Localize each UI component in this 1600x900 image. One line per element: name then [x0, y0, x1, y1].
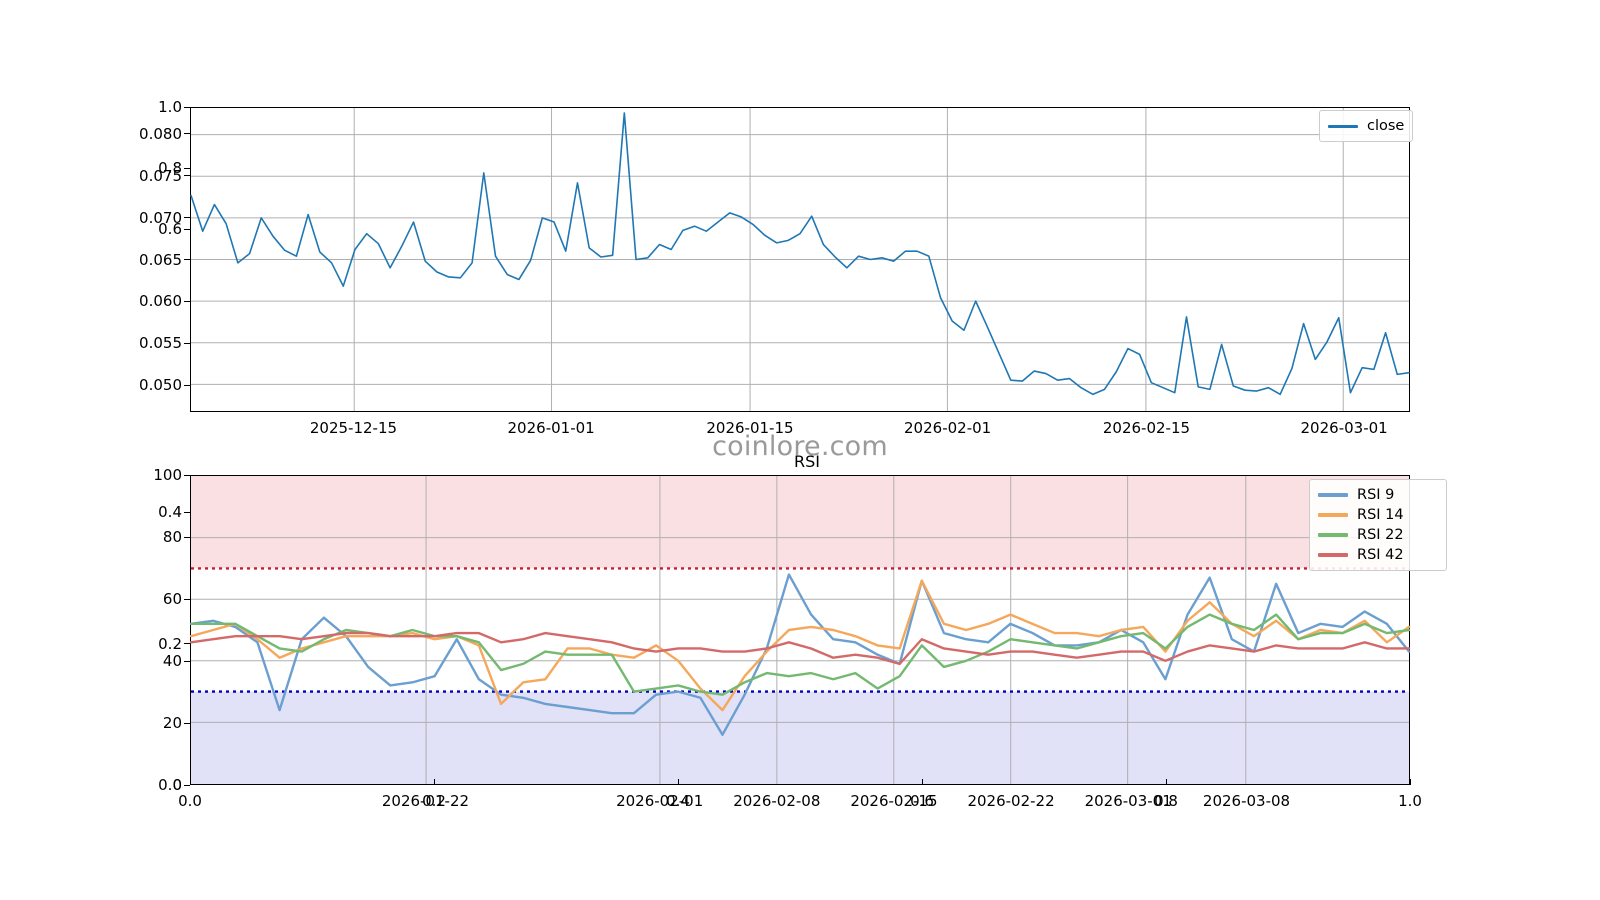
price-y-tick-0_075: 0.075 — [139, 166, 182, 185]
rsi-y-tickmark — [184, 474, 190, 476]
rsi-x-tickmark — [189, 779, 191, 785]
price-x-tick-2026-03-01: 2026-03-01 — [1300, 419, 1388, 437]
rsi-x-tickmark — [921, 779, 923, 785]
price-x-tick-2026-02-01: 2026-02-01 — [904, 419, 992, 437]
rsi-x-numeric-tick-0_8: 0.8 — [1154, 792, 1178, 810]
rsi-x-tickmark — [433, 779, 435, 785]
price-y-tick-0_080: 0.080 — [139, 124, 182, 143]
rsi-x-tick-2026-03-08: 2026-03-08 — [1202, 792, 1291, 810]
price-y-secondary-tick-0_6: 0.6 — [158, 220, 182, 238]
rsi-legend-swatch — [1318, 533, 1348, 537]
rsi-x-numeric-tick-0_0: 0.0 — [178, 792, 202, 810]
rsi-y-tick-60: 60 — [162, 590, 182, 608]
price-legend: close — [1319, 110, 1414, 142]
price-y-tickmark — [184, 384, 190, 386]
price-y-tick-0_070: 0.070 — [139, 208, 182, 227]
price-y-tickmark — [184, 217, 190, 219]
rsi-legend: RSI 9 RSI 14 RSI 22 RSI 42 — [1309, 479, 1447, 571]
rsi-x-tick-2026-02-08: 2026-02-08 — [733, 792, 821, 810]
price-y-tick-0_060: 0.060 — [139, 292, 182, 311]
rsi-y-tickmark — [184, 722, 190, 724]
rsi-y-secondary-tickmark — [184, 643, 190, 645]
rsi-legend-label: RSI 22 — [1357, 527, 1404, 543]
price-x-tick-2026-01-15: 2026-01-15 — [706, 419, 794, 437]
rsi-y-secondary-tickmark — [184, 511, 190, 513]
rsi-legend-swatch — [1318, 553, 1348, 557]
price-y-tick-0_065: 0.065 — [139, 250, 182, 269]
price-y-secondary-tickmark — [184, 228, 190, 230]
rsi-x-tick-2026-02-22: 2026-02-22 — [967, 792, 1055, 810]
rsi-legend-label: RSI 42 — [1357, 547, 1404, 563]
rsi-legend-swatch — [1318, 513, 1348, 517]
price-y-tick-0_055: 0.055 — [139, 334, 182, 353]
rsi-x-tickmark — [1165, 779, 1167, 785]
price-y-secondary-tickmark — [184, 106, 190, 108]
rsi-x-tick-2026-02-01: 2026-02-01 — [616, 792, 704, 810]
rsi-y-secondary-tick-0_4: 0.4 — [158, 503, 182, 522]
rsi-plot-area — [191, 476, 1409, 784]
price-y-tickmark — [184, 133, 190, 135]
rsi-x-tick-2026-01-22: 2026-01-22 — [381, 792, 470, 810]
price-y-secondary-tickmark — [184, 167, 190, 169]
rsi-y-secondary-tickmark — [184, 784, 190, 786]
rsi-chart-title: RSI — [794, 452, 820, 471]
price-y-tickmark — [184, 259, 190, 260]
price-y-tickmark — [184, 342, 190, 344]
rsi-legend-item[interactable]: RSI 9 — [1318, 485, 1438, 505]
price-plot-area — [191, 108, 1409, 411]
rsi-y-secondary-tick-0_0: 0.0 — [158, 776, 182, 794]
rsi-x-numeric-tick-1_0: 1.0 — [1398, 792, 1422, 810]
rsi-x-numeric-tick-0_6: 0.6 — [910, 792, 934, 810]
rsi-y-tick-0: 0 — [172, 776, 182, 794]
rsi-x-tick-2026-03-01: 2026-03-01 — [1084, 792, 1172, 810]
rsi-chart-panel — [190, 475, 1410, 785]
rsi-y-tickmark — [184, 660, 190, 662]
rsi-x-numeric-tick-0_4: 0.4 — [666, 792, 690, 810]
price-x-tick-2026-02-15: 2026-02-15 — [1102, 419, 1191, 437]
price-chart-panel — [190, 107, 1410, 412]
rsi-x-tickmark — [1409, 779, 1411, 785]
price-legend-label: close — [1367, 118, 1405, 134]
price-legend-swatch — [1328, 124, 1358, 128]
rsi-y-tick-20: 20 — [162, 714, 182, 732]
price-y-secondary-tick-1_0: 1.0 — [158, 98, 182, 116]
rsi-y-tick-80: 80 — [162, 528, 182, 546]
watermark-text: coinlore.com — [712, 431, 888, 462]
rsi-legend-label: RSI 14 — [1357, 507, 1404, 523]
rsi-legend-item[interactable]: RSI 14 — [1318, 505, 1438, 525]
rsi-y-tickmark — [184, 536, 190, 538]
price-y-tickmark — [184, 175, 190, 177]
rsi-x-tick-2026-02-15: 2026-02-15 — [850, 792, 938, 810]
price-x-tick-2025-12-15: 2025-12-15 — [309, 419, 398, 437]
rsi-legend-label: RSI 9 — [1357, 487, 1395, 503]
rsi-legend-item[interactable]: RSI 22 — [1318, 525, 1438, 545]
rsi-legend-swatch — [1318, 493, 1348, 497]
rsi-y-secondary-tick-0_2: 0.2 — [158, 634, 182, 653]
rsi-legend-item[interactable]: RSI 42 — [1318, 545, 1438, 565]
rsi-y-tick-100: 100 — [153, 466, 182, 484]
price-y-tick-0_050: 0.050 — [139, 376, 182, 395]
rsi-y-tickmark — [184, 598, 190, 600]
rsi-x-tickmark — [677, 779, 679, 785]
rsi-x-numeric-tick-0_2: 0.2 — [422, 792, 446, 810]
rsi-y-tick-40: 40 — [162, 652, 182, 670]
price-x-tick-2026-01-01: 2026-01-01 — [507, 419, 595, 437]
price-y-secondary-tick-0_8: 0.8 — [158, 159, 182, 177]
price-y-tickmark — [184, 300, 190, 302]
price-legend-item[interactable]: close — [1328, 116, 1404, 136]
